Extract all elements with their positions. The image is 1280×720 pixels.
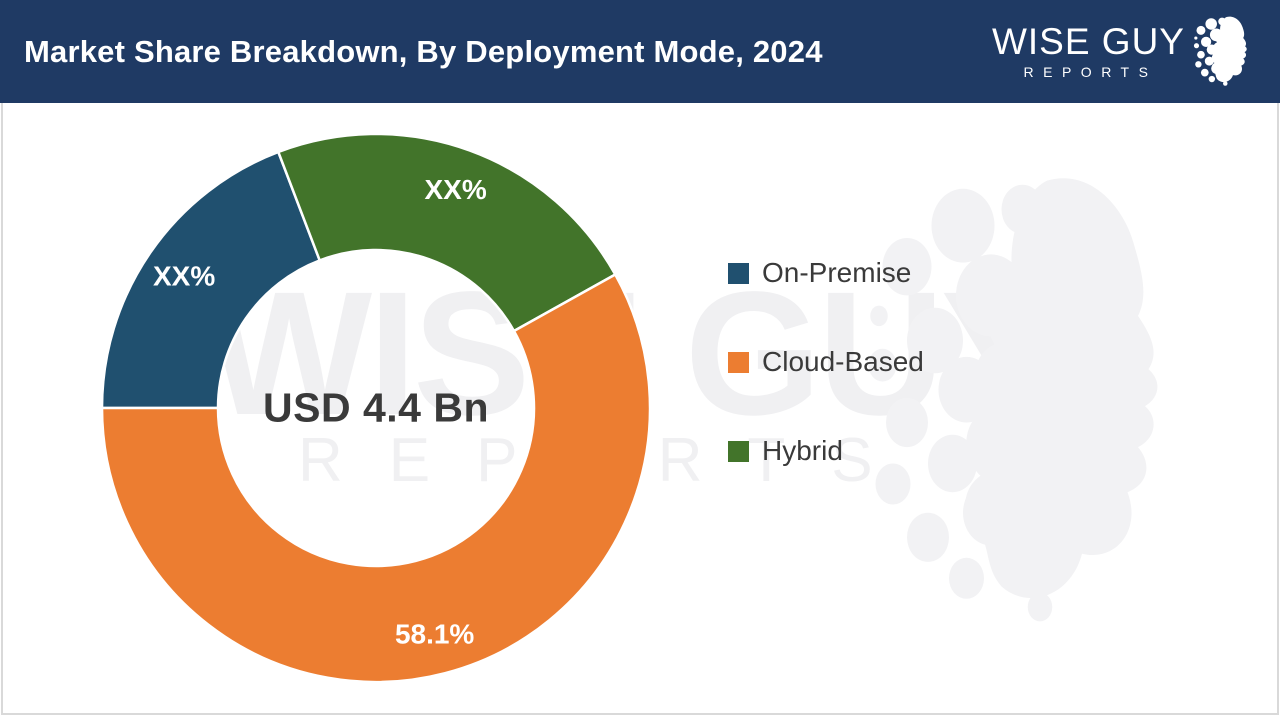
donut-segment-cloud-based [100,273,652,684]
donut-segment-on-premise [100,150,321,410]
donut-segment-label-hybrid: XX% [424,174,486,205]
legend-item-on-premise: On-Premise [728,259,924,287]
legend-swatch-hybrid [728,440,749,462]
logo-wordmark-line1: WISE GUY [991,21,1185,62]
page-title: Market Share Breakdown, By Deployment Mo… [24,33,823,69]
donut-segment-hybrid [277,132,617,333]
legend-label-cloud-based: Cloud-Based [762,346,924,377]
legend-label-on-premise: On-Premise [762,257,912,288]
legend-label-hybrid: Hybrid [762,435,843,466]
donut-segment-label-cloud-based: 58.1% [395,618,474,649]
logo-wordmark-line2: REPORTS [1023,64,1158,80]
donut-segment-label-on-premise: XX% [153,261,215,292]
legend-item-hybrid: Hybrid [728,437,924,465]
header-bar: Market Share Breakdown, By Deployment Mo… [0,0,1280,103]
legend-swatch-cloud-based [728,351,749,373]
wise-guy-logo: WISE GUY REPORTS [992,13,1256,90]
legend-item-cloud-based: Cloud-Based [728,348,924,376]
legend-swatch-on-premise [728,262,749,284]
donut-chart: XX% XX% 58.1% [100,132,652,684]
chart-legend: On-Premise Cloud-Based Hybrid [728,259,924,465]
logo-wordmark: WISE GUY REPORTS [992,23,1185,80]
donut-center-value: USD 4.4 Bn [263,384,489,431]
logo-head-icon [1193,16,1247,86]
